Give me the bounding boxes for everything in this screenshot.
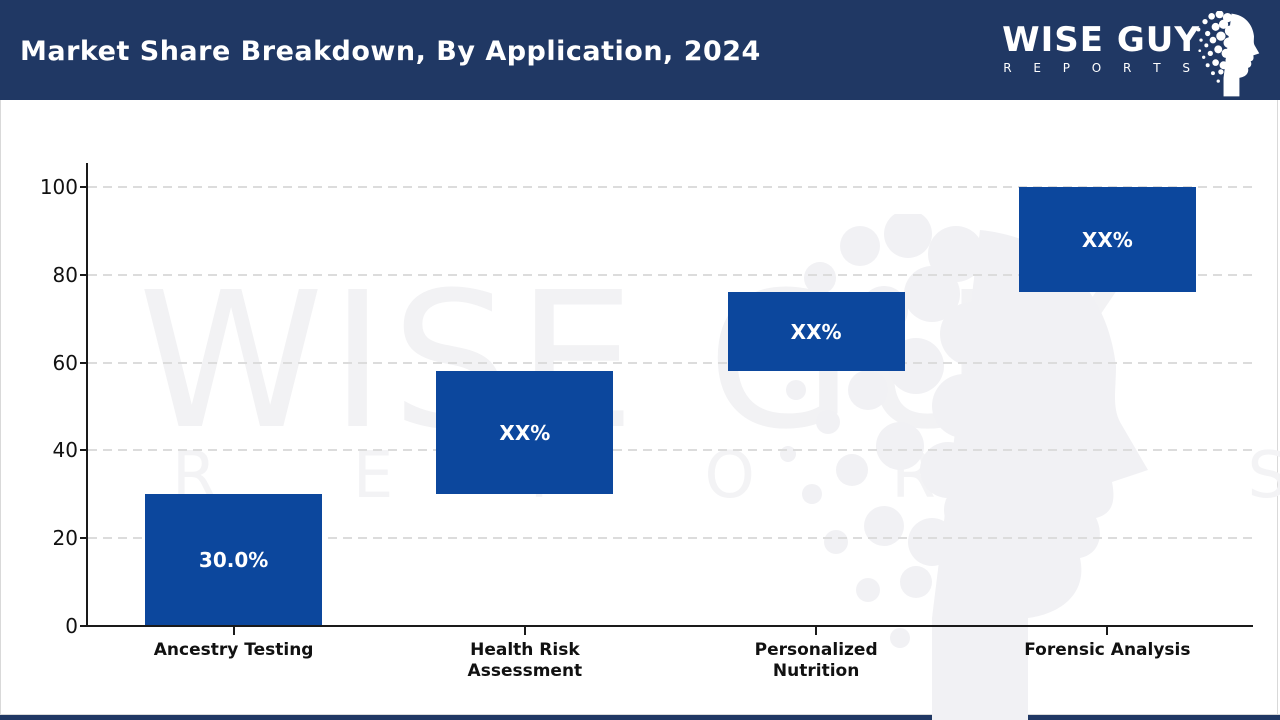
y-tick-label: 40 [52,438,78,463]
x-tick-mark [1106,627,1109,635]
y-tick-mark [80,625,88,627]
y-gridline [88,361,1253,364]
bar-forensic-analysis [1018,187,1196,293]
y-axis-spine [86,163,88,627]
y-tick-label: 80 [52,262,78,287]
x-tick-label: Personalized Nutrition [754,640,878,682]
logo-wise-guy-text: WISE GUY [1002,20,1200,60]
x-tick-label: Health Risk Assessment [467,640,583,682]
y-gridline [88,186,1253,188]
bar-value-label: XX% [1081,227,1133,252]
bar-value-label: 30.0% [198,548,269,573]
y-tick-mark [80,273,88,276]
y-tick-label: 20 [52,526,78,551]
y-tick-mark [80,449,88,452]
wise-guy-reports-logo: WISE GUY R E P O R T S [1002,6,1272,97]
header-bar: Market Share Breakdown, By Application, … [0,0,1280,100]
logo-wordmark: WISE GUY R E P O R T S [1002,20,1200,76]
x-tick-label: Forensic Analysis [1024,640,1191,660]
footer-accent-strip [0,714,1280,720]
y-tick-mark [80,537,88,540]
x-axis-spine [86,625,1253,627]
y-tick-label: 0 [65,614,78,638]
y-gridline [88,537,1253,540]
y-tick-label: 60 [52,350,78,375]
y-gridline [88,449,1253,452]
dotted-face-profile-icon [1193,11,1266,97]
x-tick-mark [523,627,526,635]
x-tick-label: Ancestry Testing [153,640,314,660]
y-tick-mark [80,361,88,364]
bar-value-label: XX% [499,420,551,445]
bar-value-label: XX% [790,319,842,344]
page-title: Market Share Breakdown, By Application, … [20,36,761,67]
y-gridline [88,273,1253,276]
y-tick-mark [80,186,88,188]
x-tick-mark [232,627,235,635]
logo-reports-text: R E P O R T S [1003,61,1199,76]
y-tick-label: 100 [39,175,78,199]
bar-ancestry-testing [145,494,323,626]
x-tick-mark [815,627,818,635]
bar-personalized-nutrition [727,292,905,372]
bar-health-risk-assessment [436,371,614,495]
